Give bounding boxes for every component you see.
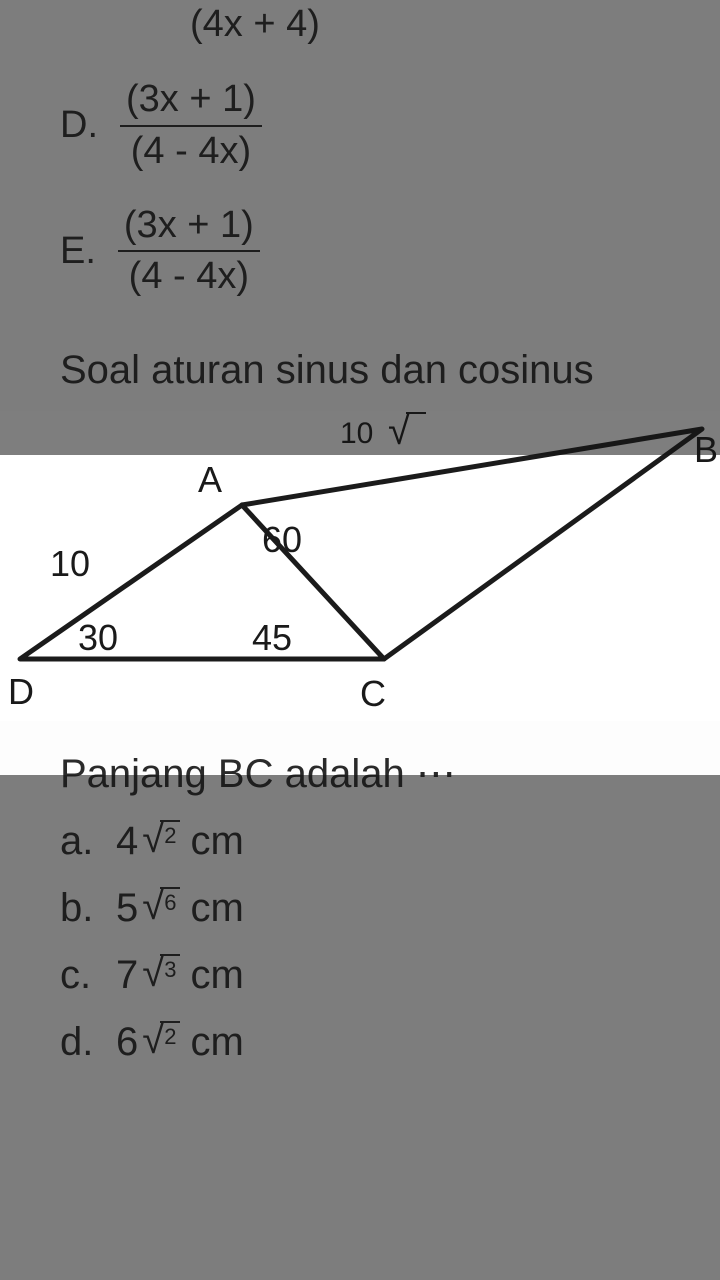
sqrt-expression: √ 3: [142, 953, 180, 993]
vertex-label-C: C: [360, 673, 386, 715]
answer-coef: 6: [116, 1020, 138, 1065]
fraction-numerator: (3x + 1): [120, 77, 262, 125]
fraction-denominator: (4 - 4x): [123, 252, 255, 300]
section-heading: Soal aturan sinus dan cosinus: [60, 348, 660, 393]
side-label-DA: 10: [50, 543, 90, 585]
side-label-AB-partial: √: [388, 413, 426, 455]
answer-unit: cm: [190, 1020, 243, 1065]
angle-label-C: 45: [252, 617, 292, 659]
vertex-label-A: A: [198, 459, 222, 501]
radicand: 2: [160, 1021, 180, 1052]
answer-letter: a.: [60, 819, 116, 864]
lower-content: Panjang BC adalah ⋯ a. 4 √ 2 cm b. 5 √ 6…: [0, 751, 720, 1065]
answer-d: d. 6 √ 2 cm: [60, 1020, 660, 1065]
radicand: 6: [160, 887, 180, 918]
side-label-AB-partial-num: 10: [340, 417, 373, 451]
radicand: 2: [160, 820, 180, 851]
angle-label-D: 30: [78, 617, 118, 659]
sqrt-expression: √ 6: [142, 886, 180, 926]
answer-c: c. 7 √ 3 cm: [60, 953, 660, 998]
answer-letter: c.: [60, 953, 116, 998]
answer-letter: d.: [60, 1020, 116, 1065]
answer-b: b. 5 √ 6 cm: [60, 886, 660, 931]
upper-content: (4x + 4) D. (3x + 1) (4 - 4x) E. (3x + 1…: [0, 0, 720, 393]
option-letter: E.: [60, 230, 96, 273]
option-letter: D.: [60, 104, 98, 147]
answer-coef: 5: [116, 886, 138, 931]
sqrt-expression: √ 2: [142, 1020, 180, 1060]
angle-label-A: 60: [262, 519, 302, 561]
answer-coef: 4: [116, 819, 138, 864]
answer-coef: 7: [116, 953, 138, 998]
vertex-label-B: B: [694, 429, 718, 471]
geometry-diagram: A B C D 10 60 30 45 10 √: [0, 411, 720, 721]
answer-unit: cm: [190, 953, 243, 998]
fraction: (3x + 1) (4 - 4x): [120, 77, 262, 174]
fraction: (3x + 1) (4 - 4x): [118, 203, 260, 300]
page: (4x + 4) D. (3x + 1) (4 - 4x) E. (3x + 1…: [0, 0, 720, 1280]
question-text: Panjang BC adalah ⋯: [60, 751, 660, 797]
answer-unit: cm: [190, 886, 243, 931]
radicand: 3: [160, 954, 180, 985]
partial-fraction-top: (4x + 4): [60, 0, 660, 49]
sqrt-icon: √: [388, 411, 426, 451]
fraction-numerator: (3x + 1): [118, 203, 260, 251]
fraction-denominator: (4 - 4x): [125, 127, 257, 175]
answer-letter: b.: [60, 886, 116, 931]
vertex-label-D: D: [8, 671, 34, 713]
sqrt-expression: √ 2: [142, 819, 180, 859]
option-E: E. (3x + 1) (4 - 4x): [60, 203, 660, 300]
answer-unit: cm: [190, 819, 243, 864]
option-D: D. (3x + 1) (4 - 4x): [60, 77, 660, 174]
answer-a: a. 4 √ 2 cm: [60, 819, 660, 864]
